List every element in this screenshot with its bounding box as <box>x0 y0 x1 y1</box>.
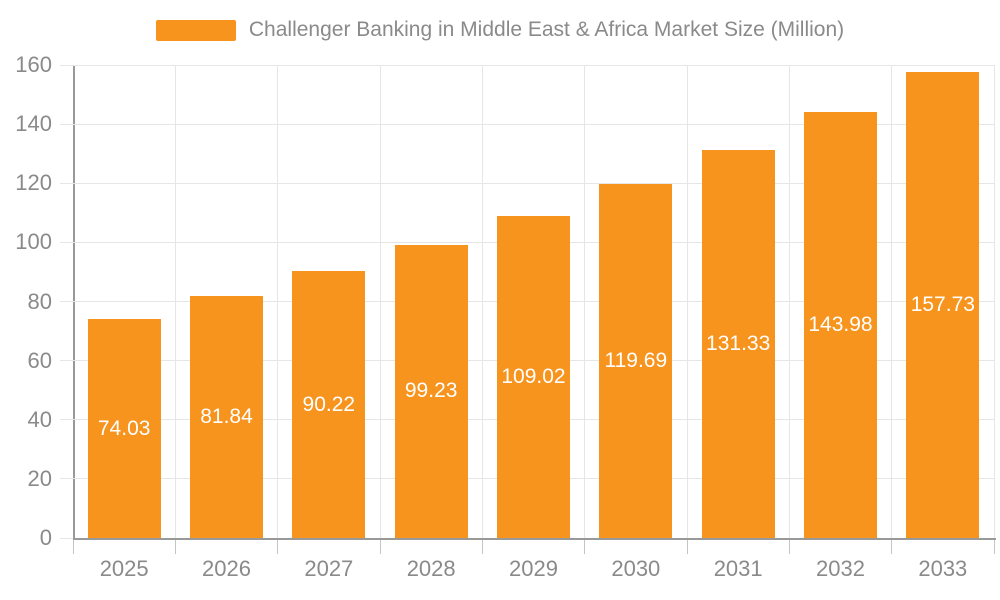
bar-2033[interactable]: 157.73 <box>906 71 980 538</box>
legend-item[interactable]: Challenger Banking in Middle East & Afri… <box>155 18 845 42</box>
bar-value-label: 99.23 <box>404 379 458 403</box>
x-tick-mark <box>481 540 483 554</box>
bar-value-label: 90.22 <box>302 392 356 416</box>
y-tick-label: 60 <box>27 347 52 373</box>
x-tick-mark <box>891 540 893 554</box>
x-tick-label: 2032 <box>816 556 865 581</box>
bar-2025[interactable]: 74.03 <box>87 319 161 538</box>
gridline-v <box>993 65 995 538</box>
gridline-v <box>379 65 381 538</box>
bar-2029[interactable]: 109.02 <box>497 215 570 538</box>
bar-2030[interactable]: 119.69 <box>599 184 673 538</box>
x-tick-label: 2029 <box>509 556 558 581</box>
x-tick-label: 2025 <box>99 556 149 581</box>
bar-value-label: 81.84 <box>200 405 253 429</box>
gridline-v <box>584 65 586 538</box>
bar-2031[interactable]: 131.33 <box>701 149 775 538</box>
legend: Challenger Banking in Middle East & Afri… <box>0 18 1000 42</box>
gridline-v <box>788 65 790 538</box>
bar-2026[interactable]: 81.84 <box>190 296 263 538</box>
gridline-v <box>174 65 176 538</box>
y-tick-label: 20 <box>27 465 52 491</box>
gridline-v <box>481 65 483 538</box>
x-tick-mark <box>686 540 688 554</box>
gridline-h <box>60 182 994 184</box>
x-tick-label: 2026 <box>202 556 251 581</box>
y-tick-label: 100 <box>15 229 52 255</box>
gridline-v <box>277 65 279 538</box>
gridline-h <box>60 123 994 125</box>
gridline-h <box>60 64 994 66</box>
x-tick-mark <box>788 540 790 554</box>
x-tick-label: 2030 <box>611 556 661 581</box>
y-tick-label: 140 <box>15 111 52 137</box>
bar-value-label: 74.03 <box>97 416 151 440</box>
y-tick-mark <box>60 537 73 539</box>
x-tick-label: 2031 <box>713 556 763 581</box>
bar-2032[interactable]: 143.98 <box>804 112 877 538</box>
legend-swatch-icon <box>155 19 236 41</box>
x-tick-mark <box>379 540 381 554</box>
y-tick-label: 120 <box>15 170 52 196</box>
bar-2028[interactable]: 99.23 <box>394 244 468 538</box>
y-tick-label: 160 <box>15 52 52 77</box>
gridline-v <box>686 65 688 538</box>
x-tick-mark <box>72 540 74 554</box>
bar-value-label: 109.02 <box>501 364 566 388</box>
bar-value-label: 131.33 <box>706 331 771 355</box>
x-tick-label: 2028 <box>406 556 456 581</box>
x-tick-mark <box>277 540 279 554</box>
plot-area <box>73 65 996 540</box>
bar-value-label: 157.73 <box>910 292 975 316</box>
y-tick-label: 0 <box>39 525 52 550</box>
y-tick-label: 40 <box>27 406 52 432</box>
gridline-v <box>891 65 893 538</box>
bar-value-label: 143.98 <box>808 313 873 337</box>
x-tick-mark <box>174 540 176 554</box>
x-tick-mark <box>993 540 995 554</box>
bar-2027[interactable]: 90.22 <box>292 271 366 538</box>
x-tick-label: 2027 <box>304 556 354 581</box>
y-tick-label: 80 <box>27 288 52 314</box>
x-tick-label: 2033 <box>918 556 968 581</box>
x-tick-mark <box>584 540 586 554</box>
legend-label: Challenger Banking in Middle East & Afri… <box>248 18 845 41</box>
bar-value-label: 119.69 <box>604 349 668 373</box>
